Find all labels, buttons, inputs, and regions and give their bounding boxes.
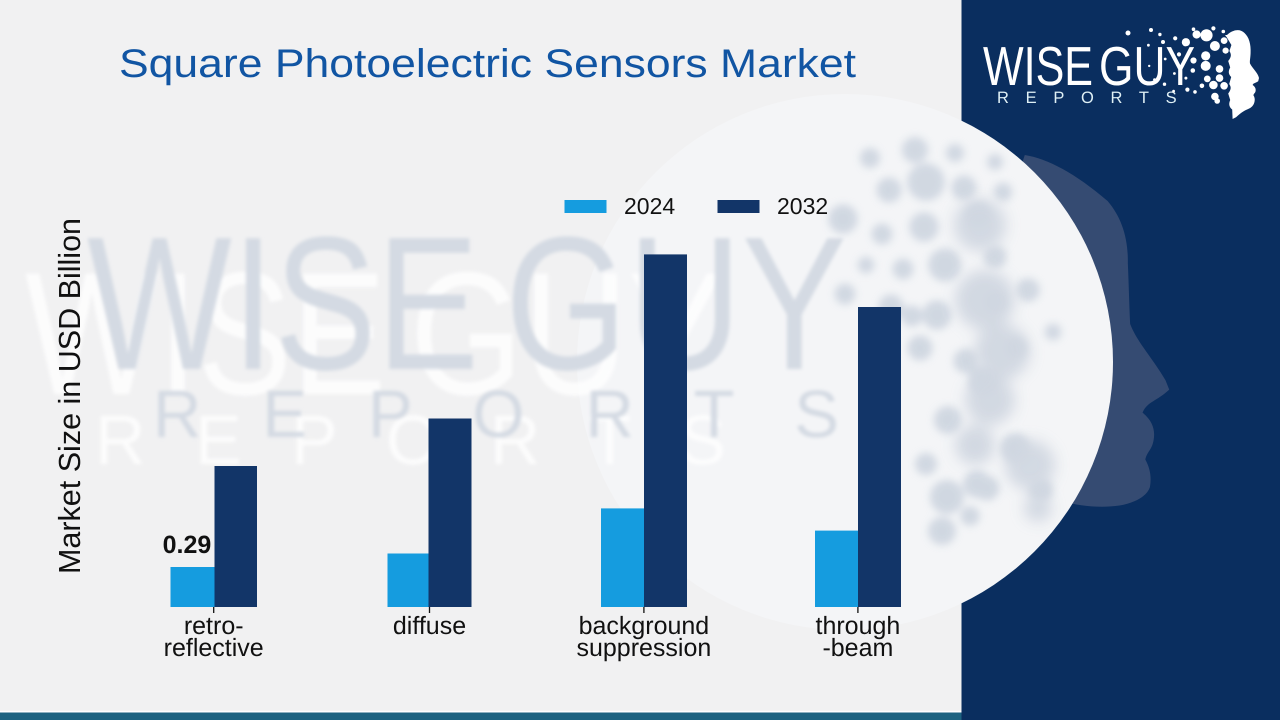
svg-text:0.29: 0.29 [163,531,212,559]
svg-text:GUY: GUY [1099,35,1195,97]
svg-text:suppression: suppression [576,634,711,662]
svg-text:reflective: reflective [164,634,264,662]
svg-text:2032: 2032 [777,193,828,219]
svg-text:WISE: WISE [983,35,1093,97]
svg-text:Square Photoelectric Sensors M: Square Photoelectric Sensors Market [119,42,856,86]
svg-text:2024: 2024 [624,193,675,219]
svg-text:Market Size in USD Billion: Market Size in USD Billion [53,218,87,574]
svg-text:diffuse: diffuse [393,612,466,640]
svg-text:-beam: -beam [822,634,893,662]
svg-text:REPORTS: REPORTS [997,89,1193,107]
